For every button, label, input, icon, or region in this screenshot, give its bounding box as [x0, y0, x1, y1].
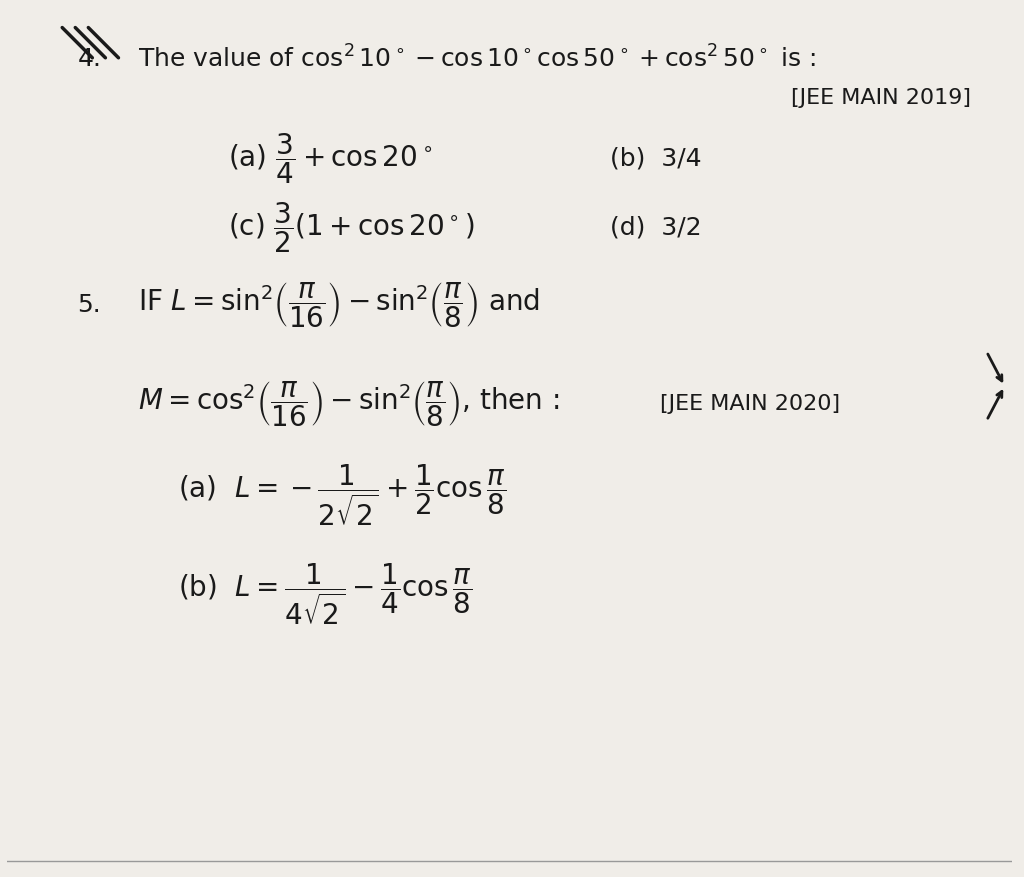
Text: (b)  3/4: (b) 3/4: [609, 146, 701, 170]
Text: 5.: 5.: [77, 293, 101, 317]
Text: 4.: 4.: [77, 46, 101, 71]
Text: The value of $\cos^210^\circ - \cos10^\circ\cos50^\circ + \cos^250^\circ$ is :: The value of $\cos^210^\circ - \cos10^\c…: [137, 45, 816, 72]
Text: (a)  $L = -\dfrac{1}{2\sqrt{2}} + \dfrac{1}{2}\cos\dfrac{\pi}{8}$: (a) $L = -\dfrac{1}{2\sqrt{2}} + \dfrac{…: [178, 462, 506, 527]
Text: [JEE MAIN 2019]: [JEE MAIN 2019]: [791, 88, 971, 108]
Text: (b)  $L = \dfrac{1}{4\sqrt{2}} - \dfrac{1}{4}\cos\dfrac{\pi}{8}$: (b) $L = \dfrac{1}{4\sqrt{2}} - \dfrac{1…: [178, 561, 472, 626]
Text: IF $L = \sin^2\!\left(\dfrac{\pi}{16}\right) - \sin^2\!\left(\dfrac{\pi}{8}\righ: IF $L = \sin^2\!\left(\dfrac{\pi}{16}\ri…: [137, 280, 540, 330]
Text: $M = \cos^2\!\left(\dfrac{\pi}{16}\right) - \sin^2\!\left(\dfrac{\pi}{8}\right)$: $M = \cos^2\!\left(\dfrac{\pi}{16}\right…: [137, 379, 559, 429]
Text: (a) $\dfrac{3}{4} + \cos20^\circ$: (a) $\dfrac{3}{4} + \cos20^\circ$: [228, 131, 432, 185]
Text: (d)  3/2: (d) 3/2: [609, 215, 701, 239]
Text: [JEE MAIN 2020]: [JEE MAIN 2020]: [660, 394, 840, 414]
Text: (c) $\dfrac{3}{2}(1 + \cos20^\circ)$: (c) $\dfrac{3}{2}(1 + \cos20^\circ)$: [228, 200, 475, 254]
